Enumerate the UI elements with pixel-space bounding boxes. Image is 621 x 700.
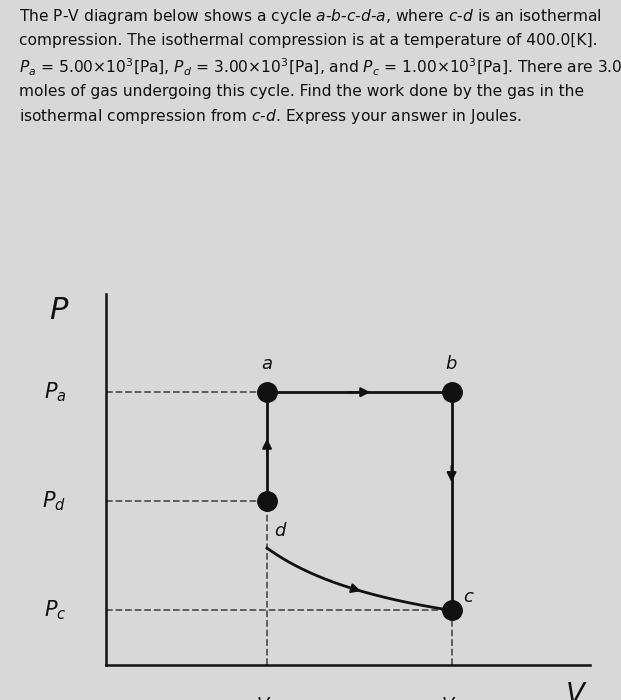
Text: $\mathit{a}$: $\mathit{a}$ [261, 355, 273, 373]
Text: $V_a$: $V_a$ [256, 695, 278, 700]
Text: $P_c$: $P_c$ [44, 598, 66, 622]
Text: $\mathit{b}$: $\mathit{b}$ [445, 355, 458, 373]
Text: $V_b$: $V_b$ [441, 695, 463, 700]
Text: $\mathit{d}$: $\mathit{d}$ [274, 522, 288, 540]
Text: $P_d$: $P_d$ [42, 489, 66, 513]
Text: $\mathit{c}$: $\mathit{c}$ [463, 588, 474, 606]
Text: The P-V diagram below shows a cycle $a$-$b$-$c$-$d$-$a$, where $c$-$d$ is an iso: The P-V diagram below shows a cycle $a$-… [19, 7, 621, 126]
Text: $P$: $P$ [49, 296, 70, 325]
Text: $V$: $V$ [565, 681, 587, 700]
Text: $P_a$: $P_a$ [43, 380, 66, 404]
